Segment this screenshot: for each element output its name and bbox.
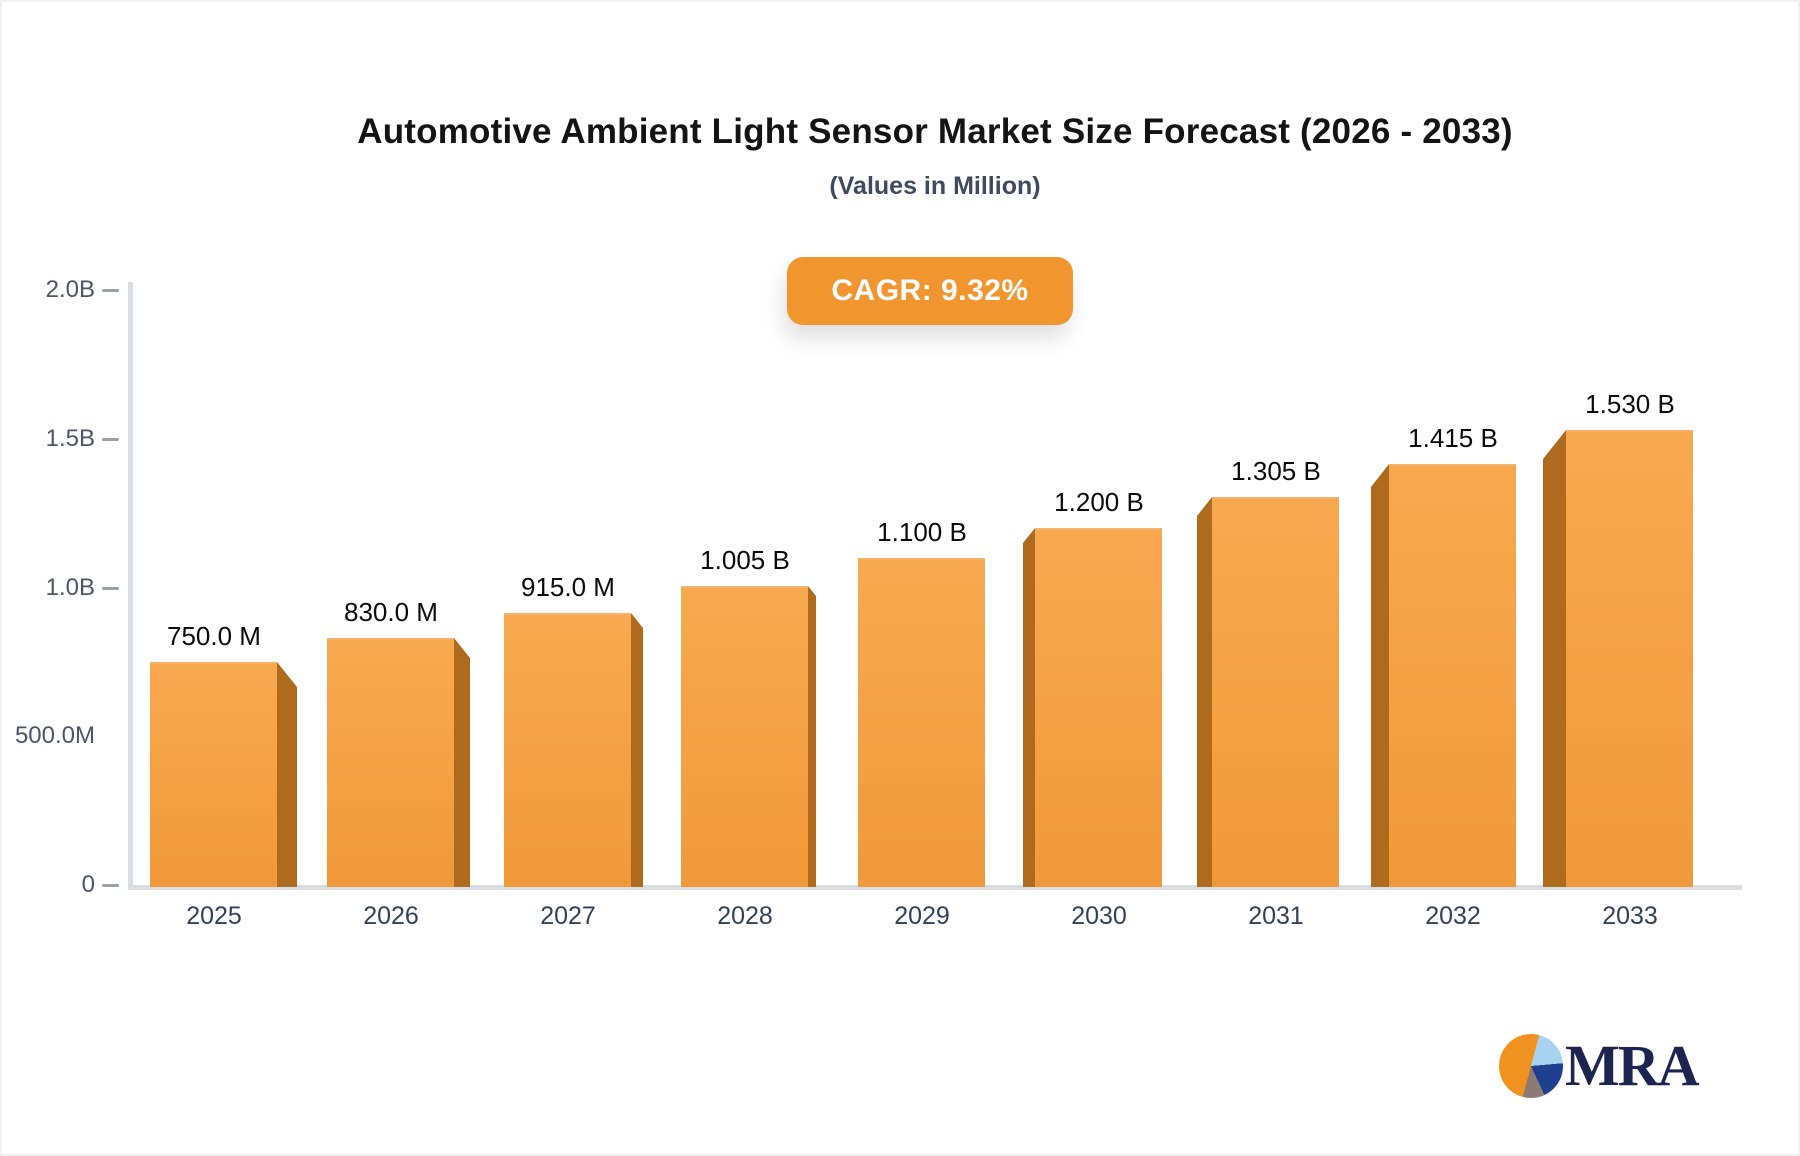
bar-value-label: 1.305 B [1231, 456, 1321, 486]
bar-value-label: 1.530 B [1585, 389, 1675, 419]
y-axis-tick-label: 2.0B [45, 276, 95, 303]
x-axis-label-2032: 2032 [1425, 902, 1481, 930]
bar-side-face-2027 [631, 613, 643, 887]
chart-subtitle: (Values in Million) [829, 172, 1041, 200]
bar-2032 [1389, 464, 1516, 887]
bar-side-face-2031 [1197, 497, 1212, 887]
y-axis-tick-label: 0 [81, 871, 95, 898]
bar-2031 [1212, 497, 1339, 887]
y-axis-tick-mark [102, 289, 119, 292]
bar-value-label: 1.200 B [1054, 487, 1144, 517]
y-axis-tick-mark [102, 884, 119, 887]
bar-side-face-2033 [1543, 430, 1566, 887]
bar-side-face-2026 [454, 638, 470, 887]
bar-side-face-2025 [277, 662, 297, 887]
y-axis-tick-label: 1.0B [45, 574, 95, 601]
x-axis-label-2028: 2028 [717, 902, 773, 930]
mra-logo: MRA [1499, 1033, 1700, 1098]
cagr-badge: CAGR: 9.32% [787, 257, 1073, 325]
x-axis-label-2033: 2033 [1602, 902, 1658, 930]
x-axis-label-2031: 2031 [1248, 902, 1304, 930]
chart-title: Automotive Ambient Light Sensor Market S… [357, 112, 1513, 151]
x-axis-label-2026: 2026 [363, 902, 419, 930]
bar-value-label: 1.005 B [700, 545, 790, 575]
x-axis-baseline [128, 885, 1742, 890]
y-axis-tick-label: 1.5B [45, 425, 95, 452]
bar-2033 [1566, 430, 1693, 887]
x-axis-label-2029: 2029 [894, 902, 950, 930]
x-axis-label-2025: 2025 [186, 902, 242, 930]
pie-chart-icon [1499, 1034, 1563, 1098]
y-axis-tick-mark [102, 587, 119, 590]
bar-2028 [681, 586, 808, 887]
y-axis-tick-mark [102, 438, 119, 441]
bar-value-label: 915.0 M [521, 572, 615, 602]
bar-2030 [1035, 528, 1162, 887]
x-axis-label-2027: 2027 [540, 902, 596, 930]
logo-text: MRA [1565, 1033, 1700, 1098]
bar-side-face-2032 [1371, 464, 1389, 887]
bar-2026 [327, 638, 454, 887]
bar-value-label: 750.0 M [167, 621, 261, 651]
bar-2029 [858, 558, 985, 887]
bar-2025 [150, 662, 277, 887]
x-axis-label-2030: 2030 [1071, 902, 1127, 930]
bar-2027 [504, 613, 631, 887]
bar-value-label: 1.100 B [877, 517, 967, 547]
bar-value-label: 830.0 M [344, 597, 438, 627]
bar-value-label: 1.415 B [1408, 423, 1498, 453]
bar-side-face-2028 [808, 586, 816, 887]
y-axis-line [128, 282, 133, 890]
y-axis-tick-label: 500.0M [14, 722, 95, 749]
bar-side-face-2030 [1023, 528, 1035, 887]
